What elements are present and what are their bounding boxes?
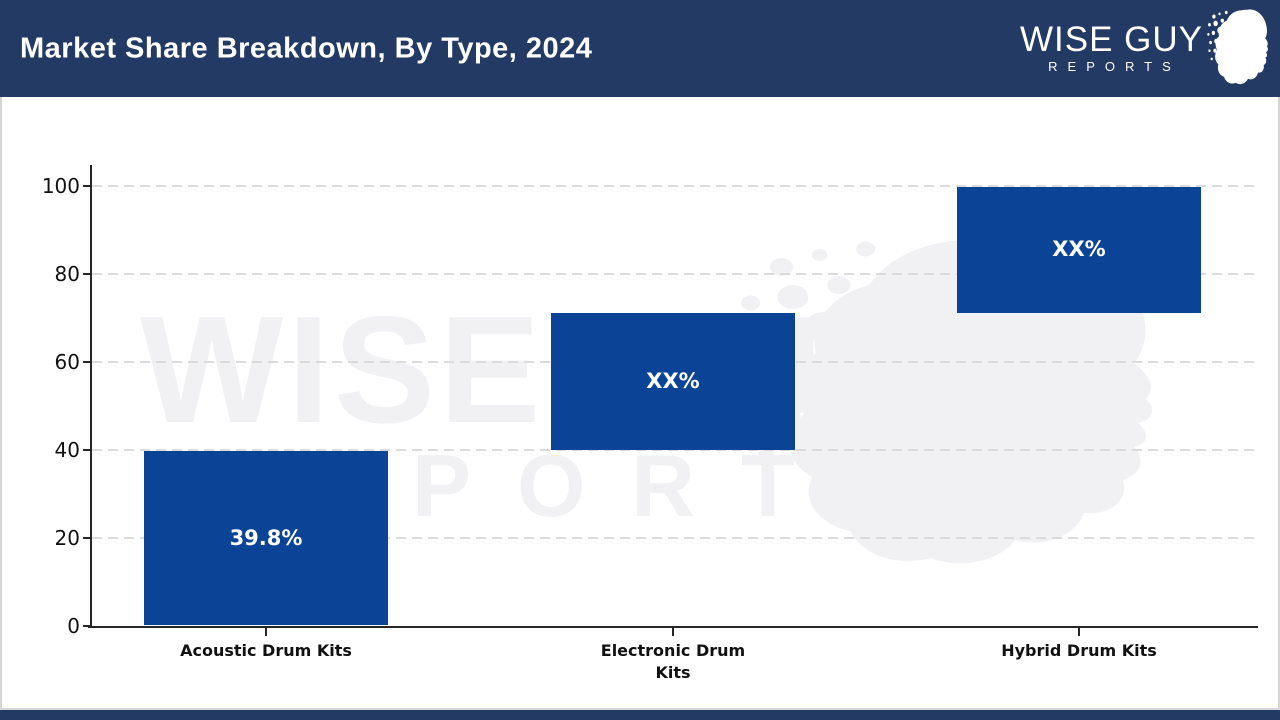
x-category-label-line: Electronic Drum bbox=[600, 641, 746, 660]
brand-name: WISE GUY bbox=[1019, 19, 1203, 59]
bar-segment bbox=[551, 312, 795, 450]
y-tickmark bbox=[83, 448, 92, 451]
y-tickmark bbox=[83, 185, 92, 188]
chart-title: Market Share Breakdown, By Type, 2024 bbox=[20, 32, 593, 64]
x-category-label-line: Acoustic Drum Kits bbox=[180, 641, 352, 660]
bar-segment bbox=[144, 450, 388, 626]
x-category-label: Electronic Drum Kits bbox=[563, 640, 783, 683]
brand-logo-text: WISE GUY REPORTS bbox=[1019, 19, 1203, 75]
gridline bbox=[92, 273, 1258, 276]
brand-logo: WISE GUY REPORTS bbox=[1020, 7, 1272, 89]
y-tick-label: 0 bbox=[67, 613, 80, 638]
y-axis-line bbox=[90, 165, 92, 628]
y-tickmark bbox=[83, 273, 92, 276]
x-category-label-line: Kits bbox=[655, 662, 691, 682]
header-banner: Market Share Breakdown, By Type, 2024 WI… bbox=[0, 0, 1280, 97]
y-tick-label: 80 bbox=[54, 262, 80, 287]
y-tick-label: 60 bbox=[54, 349, 80, 374]
brand-head-icon bbox=[1207, 9, 1268, 85]
x-tickmark bbox=[265, 627, 267, 636]
chart-canvas: WISE GUY REPORTS 0 20 40 60 80 100 39.8% Acoust… bbox=[0, 97, 1280, 710]
x-category-label: Acoustic Drum Kits bbox=[156, 640, 376, 662]
bar-segment bbox=[957, 187, 1201, 313]
gridline bbox=[92, 448, 1258, 451]
gridline bbox=[92, 536, 1258, 539]
x-category-label-line: Hybrid Drum Kits bbox=[1001, 641, 1157, 660]
x-axis-line bbox=[88, 625, 1258, 628]
x-category-label: Hybrid Drum Kits bbox=[969, 640, 1189, 662]
bar-value-label: 39.8% bbox=[229, 525, 303, 550]
bar-value-label: XX% bbox=[1052, 237, 1106, 262]
bar-value-label: XX% bbox=[646, 368, 700, 393]
gridline bbox=[92, 185, 1258, 188]
y-tick-label: 100 bbox=[41, 174, 80, 199]
y-tick-label: 20 bbox=[54, 525, 80, 550]
y-tickmark bbox=[83, 536, 92, 539]
y-tick-label: 40 bbox=[54, 437, 80, 462]
brand-subname: REPORTS bbox=[1048, 59, 1181, 75]
x-tickmark bbox=[672, 627, 674, 636]
x-tickmark bbox=[1078, 627, 1080, 636]
y-tickmark bbox=[83, 624, 92, 627]
y-tickmark bbox=[83, 360, 92, 363]
footer-bar bbox=[0, 710, 1280, 720]
